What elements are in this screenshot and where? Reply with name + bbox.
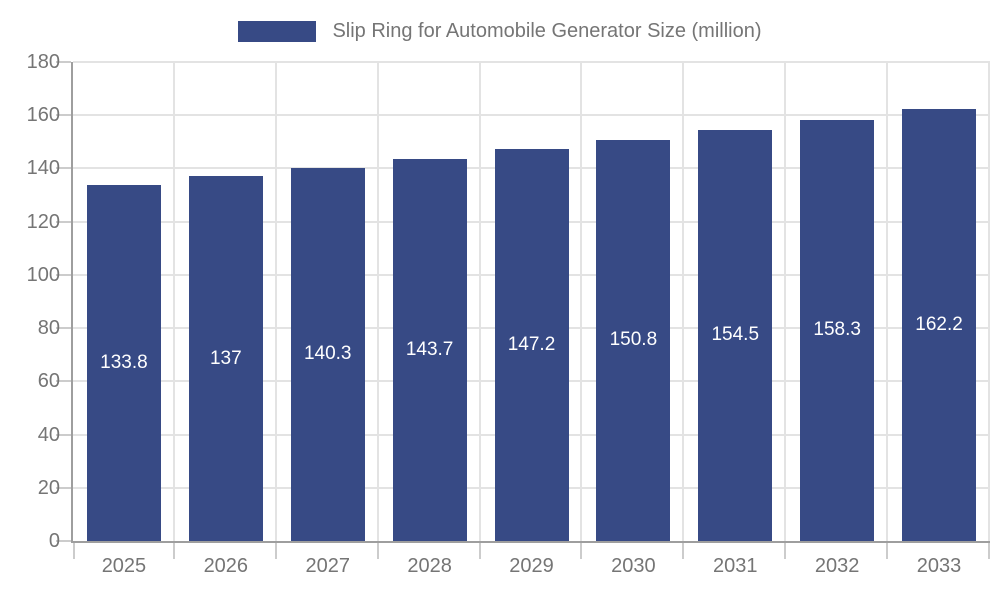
x-axis-tick bbox=[988, 543, 990, 559]
y-axis-line bbox=[71, 62, 73, 543]
bar-2030: 150.8 bbox=[596, 139, 671, 541]
y-axis-tick-label: 80 bbox=[37, 317, 60, 340]
gridline-vertical bbox=[478, 62, 481, 541]
bar-value-label: 140.3 bbox=[303, 343, 352, 365]
bar-2031: 154.5 bbox=[698, 129, 773, 541]
y-axis-tick bbox=[56, 220, 71, 223]
y-axis-tick bbox=[56, 380, 71, 383]
gridline-horizontal bbox=[73, 61, 990, 63]
x-axis-tick-label: 2029 bbox=[509, 555, 554, 577]
x-axis-tick bbox=[73, 543, 75, 559]
x-axis-tick bbox=[784, 543, 787, 559]
plot-area: 133.8 137 140.3 143.7 147.2 150.8 154.5 158.3 16… bbox=[56, 61, 990, 559]
chart-legend: Slip Ring for Automobile Generator Size … bbox=[0, 20, 1000, 43]
bar-2028: 143.7 bbox=[392, 158, 467, 541]
bar-value-label: 133.8 bbox=[100, 351, 148, 373]
y-axis-tick-label: 40 bbox=[37, 423, 60, 446]
x-axis-tick bbox=[682, 543, 685, 559]
x-axis-tick-label: 2025 bbox=[101, 555, 147, 577]
x-axis-tick bbox=[886, 543, 889, 559]
y-axis-tick-label: 0 bbox=[48, 530, 60, 552]
bar-2025: 133.8 bbox=[86, 184, 161, 541]
x-axis-tick-label: 2032 bbox=[814, 555, 860, 577]
y-axis-tick-label: 60 bbox=[37, 370, 60, 393]
y-axis-tick bbox=[56, 61, 71, 63]
y-axis-tick-label: 140 bbox=[26, 157, 60, 180]
y-axis-tick bbox=[56, 433, 71, 436]
bar-2029: 147.2 bbox=[494, 149, 569, 541]
x-axis-tick-label: 2033 bbox=[916, 555, 962, 577]
bar-2027: 140.3 bbox=[290, 167, 365, 541]
x-axis-tick bbox=[172, 543, 175, 559]
y-axis-tick-label: 20 bbox=[37, 476, 60, 499]
y-axis-tick-label: 120 bbox=[26, 210, 60, 233]
y-axis-tick bbox=[56, 486, 71, 489]
y-axis-tick bbox=[56, 540, 71, 542]
gridline-vertical bbox=[682, 62, 685, 541]
x-axis-tick bbox=[274, 543, 277, 559]
y-axis-tick-label: 100 bbox=[26, 263, 60, 286]
bar-value-label: 150.8 bbox=[609, 329, 658, 351]
x-axis-tick-label: 2031 bbox=[713, 555, 758, 577]
gridline-vertical bbox=[580, 62, 583, 541]
x-axis-tick-label: 2030 bbox=[611, 555, 656, 577]
y-axis-tick-label: 160 bbox=[26, 104, 60, 127]
y-axis-tick bbox=[56, 167, 71, 170]
y-axis-tick bbox=[56, 327, 71, 330]
legend-swatch-icon bbox=[238, 21, 317, 42]
x-axis-tick-label: 2028 bbox=[407, 555, 452, 577]
x-axis-tick bbox=[376, 543, 379, 559]
legend-item[interactable]: Slip Ring for Automobile Generator Size … bbox=[238, 20, 762, 43]
bar-value-label: 162.2 bbox=[915, 314, 963, 336]
gridline-vertical bbox=[274, 62, 277, 541]
bar-2033: 162.2 bbox=[902, 109, 977, 541]
gridline-horizontal bbox=[73, 114, 990, 117]
gridline-vertical bbox=[886, 62, 889, 541]
bar-2032: 158.3 bbox=[800, 119, 875, 541]
y-axis-tick-label: 180 bbox=[26, 51, 60, 73]
bar-2026: 137 bbox=[188, 176, 263, 541]
gridline-vertical bbox=[988, 62, 990, 541]
x-axis-tick-label: 2026 bbox=[203, 555, 249, 577]
gridline-vertical bbox=[376, 62, 379, 541]
x-axis-tick bbox=[580, 543, 583, 559]
x-axis-tick-label: 2027 bbox=[305, 555, 350, 577]
legend-label: Slip Ring for Automobile Generator Size … bbox=[332, 20, 762, 42]
x-axis-line bbox=[71, 541, 990, 543]
bar-value-label: 158.3 bbox=[813, 319, 861, 341]
bar-value-label: 147.2 bbox=[507, 334, 556, 356]
y-axis-tick bbox=[56, 273, 71, 276]
gridline-vertical bbox=[172, 62, 175, 541]
gridline-vertical bbox=[784, 62, 787, 541]
bar-value-label: 137 bbox=[209, 347, 242, 369]
x-axis-tick bbox=[478, 543, 481, 559]
bar-value-label: 154.5 bbox=[711, 324, 760, 346]
y-axis-tick bbox=[56, 114, 71, 117]
bar-value-label: 143.7 bbox=[405, 338, 454, 360]
